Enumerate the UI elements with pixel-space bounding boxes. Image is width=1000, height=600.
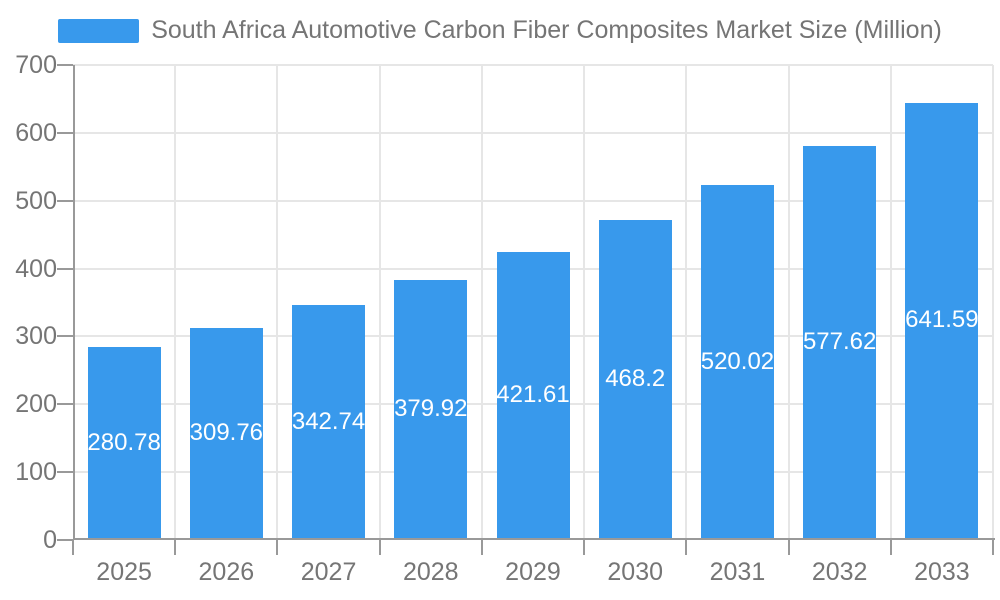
gridline-vertical [787, 65, 790, 540]
y-axis-label: 300 [15, 322, 57, 351]
y-axis-tick [57, 335, 73, 338]
x-axis-tick [889, 540, 892, 555]
bar-2031[interactable]: 520.02 [701, 185, 774, 538]
gridline-vertical [378, 65, 381, 540]
y-axis-tick [57, 64, 73, 66]
gridline-vertical [889, 65, 892, 540]
bar-2028[interactable]: 379.92 [394, 280, 467, 538]
plot-area: 0 100 200 300 400 500 600 700 280.78 2025 309.76 20… [15, 51, 995, 586]
y-axis-label: 0 [43, 526, 57, 554]
x-axis-tick [685, 540, 688, 555]
x-axis-label: 2026 [198, 558, 255, 586]
y-axis-tick [57, 403, 73, 406]
y-axis-tick [57, 199, 73, 202]
y-axis-label: 200 [15, 390, 57, 419]
x-axis-tick [583, 540, 586, 555]
bar-2033[interactable]: 641.59 [905, 102, 979, 538]
bar-value-label: 342.74 [291, 407, 366, 435]
bar-value-label: 468.2 [605, 365, 666, 393]
bar-value-label: 280.78 [87, 428, 161, 456]
y-axis-label: 500 [15, 186, 57, 215]
bar-value-label: 520.02 [700, 347, 775, 375]
bar-value-label: 309.76 [189, 418, 264, 446]
x-axis-label: 2030 [607, 558, 664, 586]
bar-2027[interactable]: 342.74 [292, 305, 365, 538]
bar-value-label: 421.61 [496, 380, 570, 408]
y-axis-line [73, 65, 75, 540]
x-axis-label: 2033 [914, 558, 970, 586]
bar-2030[interactable]: 468.2 [598, 220, 672, 538]
x-axis-label: 2027 [300, 558, 357, 586]
x-axis-tick [378, 540, 381, 555]
y-axis-label: 100 [15, 458, 57, 487]
gridline-horizontal [73, 199, 993, 202]
y-axis-tick [57, 267, 73, 270]
y-axis-tick [57, 131, 73, 134]
x-axis-label: 2031 [709, 558, 766, 586]
gridline-vertical [276, 65, 279, 540]
y-axis-label: 400 [15, 254, 57, 283]
gridline-vertical [174, 65, 177, 540]
bar-value-label: 577.62 [802, 328, 877, 356]
x-axis-tick [992, 540, 994, 555]
x-axis-tick [174, 540, 177, 555]
bar-2026[interactable]: 309.76 [189, 327, 264, 538]
legend-swatch-icon[interactable] [58, 18, 140, 43]
gridline-vertical [992, 65, 994, 540]
legend-label[interactable]: South Africa Automotive Carbon Fiber Com… [151, 16, 942, 44]
gridline-vertical [480, 65, 483, 540]
bar-value-label: 379.92 [394, 395, 468, 423]
chart-legend[interactable]: South Africa Automotive Carbon Fiber Com… [0, 16, 1000, 45]
gridline-horizontal [73, 64, 993, 66]
x-axis-tick [72, 540, 74, 555]
x-axis-line [73, 538, 995, 540]
x-axis-label: 2032 [811, 558, 868, 586]
y-axis-label: 600 [15, 118, 57, 147]
gridline-horizontal [73, 131, 993, 134]
bar-value-label: 641.59 [905, 306, 979, 334]
x-axis-label: 2028 [402, 558, 459, 586]
y-axis-label: 700 [15, 51, 57, 79]
y-axis-tick [57, 471, 73, 474]
bar-2032[interactable]: 577.62 [803, 146, 876, 538]
y-axis-tick [57, 539, 73, 541]
x-axis-tick [480, 540, 483, 555]
x-axis-tick [276, 540, 279, 555]
gridline-vertical [583, 65, 586, 540]
bar-2029[interactable]: 421.61 [496, 251, 570, 538]
gridline-vertical [685, 65, 688, 540]
x-axis-tick [787, 540, 790, 555]
x-axis-label: 2025 [96, 558, 152, 586]
bar-2025[interactable]: 280.78 [87, 347, 161, 538]
x-axis-label: 2029 [505, 558, 561, 586]
